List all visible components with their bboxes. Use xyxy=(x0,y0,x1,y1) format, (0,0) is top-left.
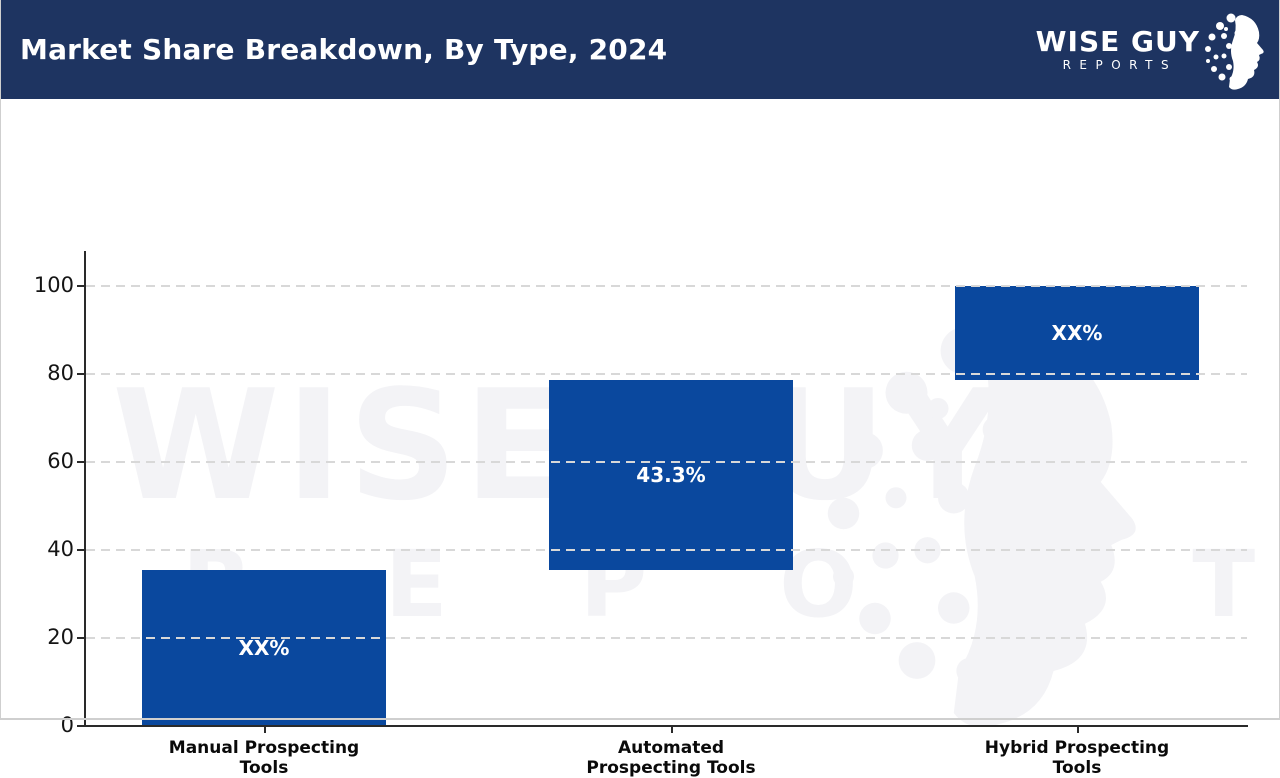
logo-text: WISE GUY REPORTS xyxy=(1035,25,1200,73)
logo-face-icon xyxy=(1205,13,1264,90)
gridline xyxy=(86,373,1247,375)
page-title: Market Share Breakdown, By Type, 2024 xyxy=(20,33,668,66)
y-tick-label: 60 xyxy=(47,449,74,473)
logo-wordmark: WISE GUY xyxy=(1035,25,1200,58)
y-axis-tick xyxy=(77,725,84,727)
y-tick-label: 40 xyxy=(47,537,74,561)
bar-value-label: XX% xyxy=(238,635,290,660)
y-axis-tick xyxy=(77,373,84,375)
y-axis-tick xyxy=(77,461,84,463)
x-axis-label: Hybrid Prospecting Tools xyxy=(984,738,1170,778)
bar-value-label: 43.3% xyxy=(636,462,706,487)
bar: XX% xyxy=(955,285,1199,380)
x-axis-label: Manual Prospecting Tools xyxy=(168,738,360,778)
x-axis-tick xyxy=(671,727,673,733)
x-axis-tick xyxy=(1077,727,1079,733)
logo-subtitle: REPORTS xyxy=(1062,58,1178,72)
chart-plot-area: WISE GUY R E P O R T S XX%43.3%XX%020406… xyxy=(0,99,1280,778)
gridline xyxy=(86,461,1247,463)
y-axis-line xyxy=(84,251,86,727)
x-axis-label: Automated Prospecting Tools xyxy=(586,738,756,778)
y-axis-tick xyxy=(77,637,84,639)
gridline xyxy=(86,285,1247,287)
bar: XX% xyxy=(142,570,386,725)
y-tick-label: 80 xyxy=(47,361,74,385)
bar-value-label: XX% xyxy=(1051,320,1103,345)
gridline xyxy=(86,637,1247,639)
gridline xyxy=(86,549,1247,551)
y-axis-tick xyxy=(77,285,84,287)
x-axis-line xyxy=(84,725,1248,727)
y-tick-label: 0 xyxy=(60,713,74,737)
y-tick-label: 100 xyxy=(33,273,74,297)
y-tick-label: 20 xyxy=(47,625,74,649)
wise-guy-logo: WISE GUY REPORTS xyxy=(1036,9,1266,91)
x-axis-tick xyxy=(264,727,266,733)
y-axis-tick xyxy=(77,549,84,551)
header-bar: Market Share Breakdown, By Type, 2024 WI… xyxy=(0,0,1280,99)
bar: 43.3% xyxy=(549,379,793,571)
